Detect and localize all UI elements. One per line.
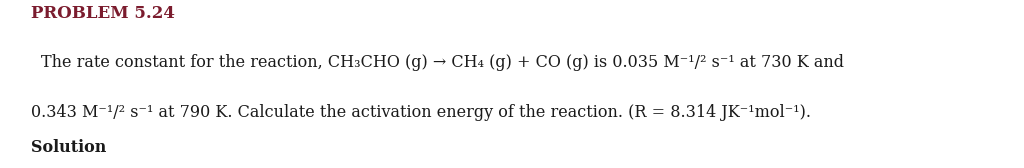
Text: PROBLEM 5.24: PROBLEM 5.24 [31,5,175,22]
Text: Solution: Solution [31,139,106,156]
Text: 0.343 M⁻¹/² s⁻¹ at 790 K. Calculate the activation energy of the reaction. (R = : 0.343 M⁻¹/² s⁻¹ at 790 K. Calculate the … [31,104,811,121]
Text: The rate constant for the reaction, CH₃CHO (g) → CH₄ (g) + CO (g) is 0.035 M⁻¹/²: The rate constant for the reaction, CH₃C… [41,54,844,71]
